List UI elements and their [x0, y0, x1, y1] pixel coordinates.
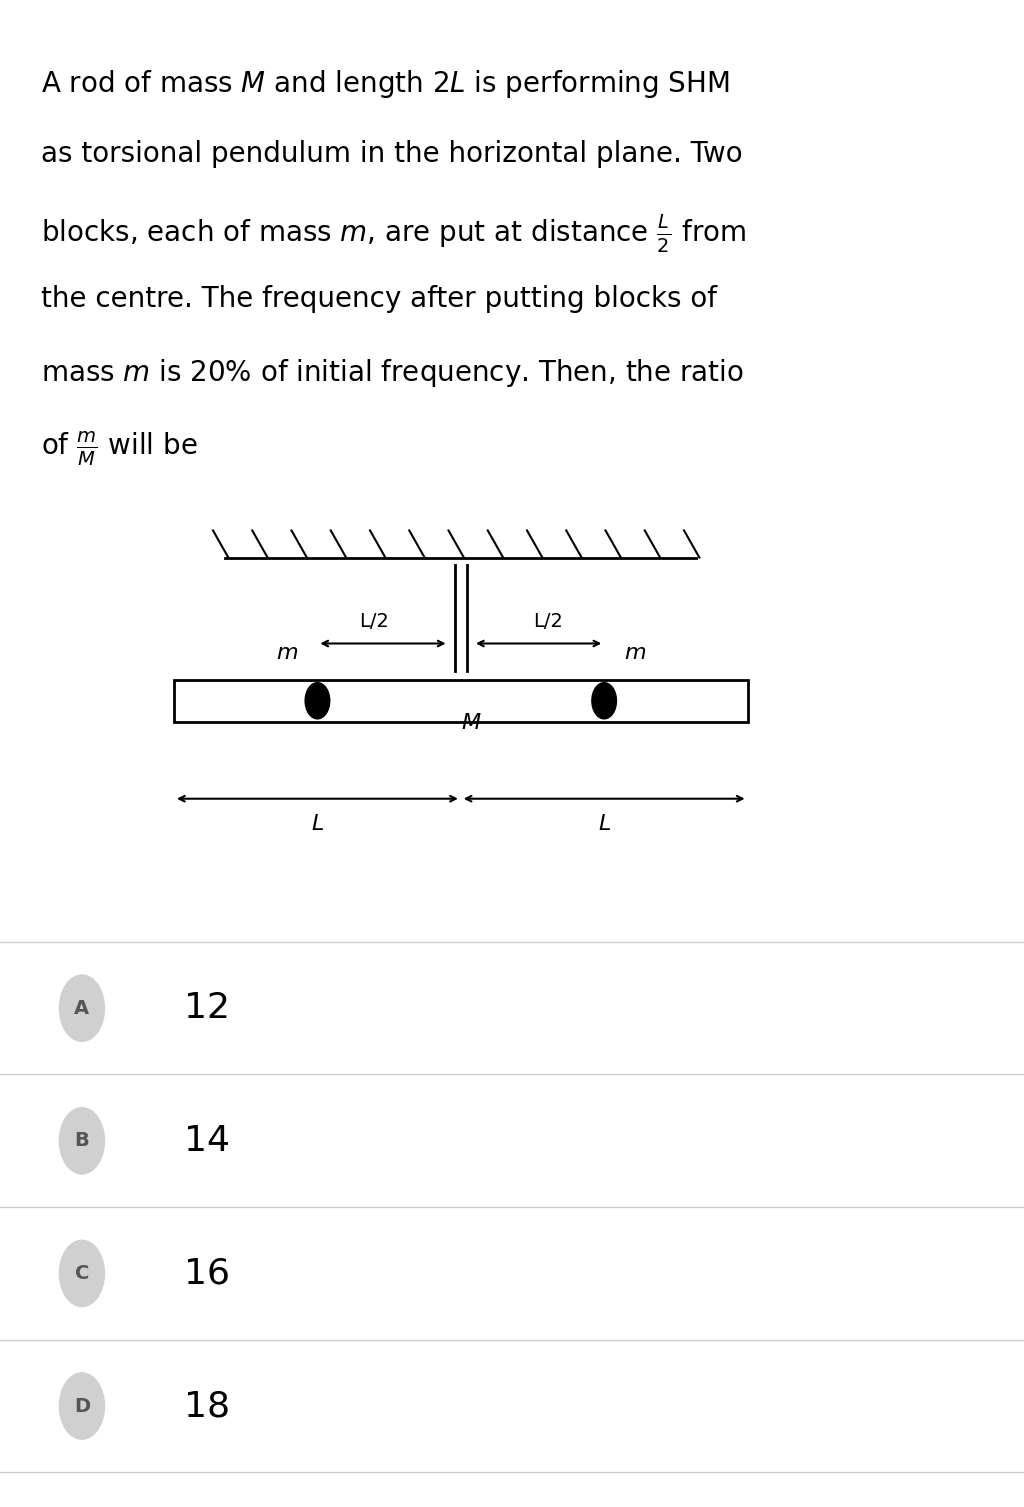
Text: 18: 18	[184, 1389, 230, 1423]
Text: blocks, each of mass $m$, are put at distance $\frac{L}{2}$ from: blocks, each of mass $m$, are put at dis…	[41, 212, 746, 255]
Circle shape	[59, 1373, 104, 1439]
Text: 12: 12	[184, 992, 230, 1025]
Text: mass $m$ is 20% of initial frequency. Then, the ratio: mass $m$ is 20% of initial frequency. Th…	[41, 357, 743, 389]
Circle shape	[59, 1240, 104, 1307]
Text: of $\frac{m}{M}$ will be: of $\frac{m}{M}$ will be	[41, 429, 198, 469]
Text: L/2: L/2	[532, 612, 563, 631]
Text: L/2: L/2	[358, 612, 389, 631]
Circle shape	[59, 975, 104, 1041]
Text: the centre. The frequency after putting blocks of: the centre. The frequency after putting …	[41, 285, 717, 313]
Text: B: B	[75, 1132, 89, 1150]
Text: M: M	[462, 713, 480, 732]
Circle shape	[59, 1108, 104, 1174]
Text: L: L	[598, 814, 610, 833]
Bar	[174, 680, 748, 722]
Text: C: C	[75, 1264, 89, 1282]
Text: A rod of mass $M$ and length $2L$ is performing SHM: A rod of mass $M$ and length $2L$ is per…	[41, 68, 730, 99]
Text: D: D	[74, 1397, 90, 1415]
Circle shape	[305, 683, 330, 719]
Text: L: L	[311, 814, 324, 833]
Text: 16: 16	[184, 1257, 230, 1290]
Text: m: m	[624, 643, 646, 663]
Text: 14: 14	[184, 1124, 230, 1157]
Text: m: m	[275, 643, 298, 663]
Text: as torsional pendulum in the horizontal plane. Two: as torsional pendulum in the horizontal …	[41, 140, 742, 169]
Circle shape	[592, 683, 616, 719]
Text: A: A	[75, 999, 89, 1017]
